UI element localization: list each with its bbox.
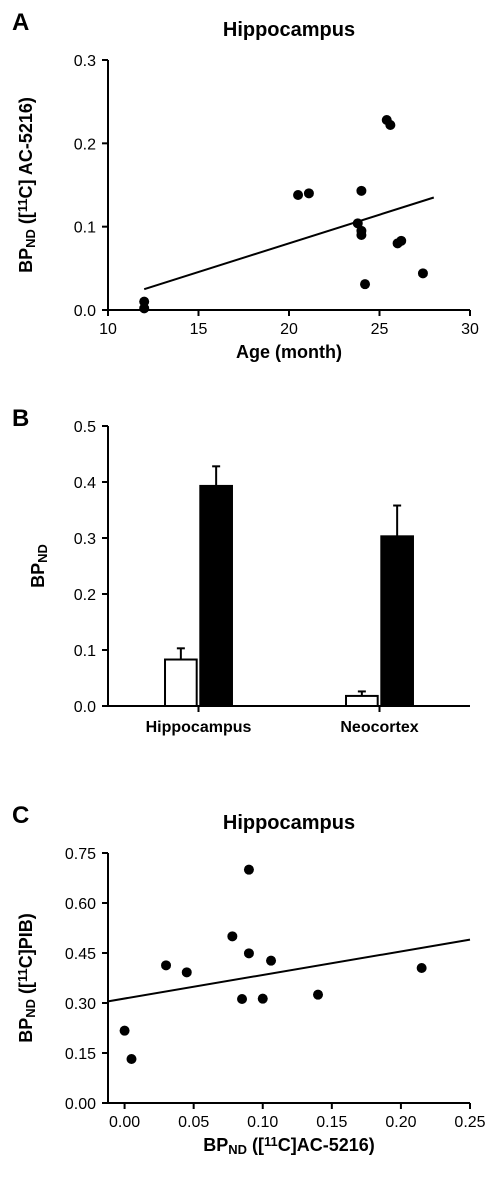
svg-text:0.45: 0.45 bbox=[65, 946, 96, 963]
svg-text:0.20: 0.20 bbox=[385, 1114, 416, 1131]
svg-text:15: 15 bbox=[190, 321, 208, 338]
svg-text:0.00: 0.00 bbox=[109, 1114, 140, 1131]
svg-text:Hippocampus: Hippocampus bbox=[146, 719, 252, 736]
panel-a: A Hippocampus 10 15 20 25 30 0.0 0.1 0.2 0.3 Age (m… bbox=[0, 0, 500, 396]
svg-text:B: B bbox=[12, 405, 29, 432]
svg-text:20: 20 bbox=[280, 321, 298, 338]
svg-text:Age (month): Age (month) bbox=[236, 342, 342, 362]
svg-text:0.4: 0.4 bbox=[74, 475, 96, 492]
svg-text:0.3: 0.3 bbox=[74, 531, 96, 548]
svg-text:0.60: 0.60 bbox=[65, 896, 96, 913]
svg-text:0.00: 0.00 bbox=[65, 1096, 96, 1113]
panel-b: B 0.0 0.1 0.2 0.3 0.4 0.5 Hippocampus Neocortex B… bbox=[0, 396, 500, 793]
svg-text:BPND ([11C]AC-5216): BPND ([11C]AC-5216) bbox=[203, 1134, 374, 1157]
svg-text:0.5: 0.5 bbox=[74, 419, 96, 436]
svg-text:0.1: 0.1 bbox=[74, 643, 96, 660]
svg-text:Hippocampus: Hippocampus bbox=[223, 19, 355, 41]
svg-text:0.25: 0.25 bbox=[454, 1114, 485, 1131]
svg-text:Neocortex: Neocortex bbox=[340, 719, 418, 736]
svg-text:0.3: 0.3 bbox=[74, 53, 96, 70]
svg-text:0.0: 0.0 bbox=[74, 699, 96, 716]
panel-c: C Hippocampus 0.00 0.05 0.10 0.15 0.20 0.25 0.00… bbox=[0, 793, 500, 1190]
svg-text:0.1: 0.1 bbox=[74, 220, 96, 237]
svg-text:25: 25 bbox=[371, 321, 389, 338]
svg-text:A: A bbox=[12, 9, 29, 36]
svg-text:BPND: BPND bbox=[28, 544, 50, 588]
svg-text:Hippocampus: Hippocampus bbox=[223, 812, 355, 834]
svg-text:0.05: 0.05 bbox=[178, 1114, 209, 1131]
svg-text:BPND ([11C]PIB): BPND ([11C]PIB) bbox=[15, 913, 38, 1042]
svg-text:0.15: 0.15 bbox=[65, 1046, 96, 1063]
svg-text:C: C bbox=[12, 802, 29, 829]
svg-text:0.2: 0.2 bbox=[74, 136, 96, 153]
svg-text:0.75: 0.75 bbox=[65, 846, 96, 863]
svg-text:0.2: 0.2 bbox=[74, 587, 96, 604]
svg-text:0.10: 0.10 bbox=[247, 1114, 278, 1131]
svg-text:30: 30 bbox=[461, 321, 479, 338]
svg-text:0.0: 0.0 bbox=[74, 303, 96, 320]
svg-text:0.15: 0.15 bbox=[316, 1114, 347, 1131]
svg-text:10: 10 bbox=[99, 321, 117, 338]
svg-text:0.30: 0.30 bbox=[65, 996, 96, 1013]
svg-text:BPND ([11C] AC-5216): BPND ([11C] AC-5216) bbox=[15, 97, 38, 273]
